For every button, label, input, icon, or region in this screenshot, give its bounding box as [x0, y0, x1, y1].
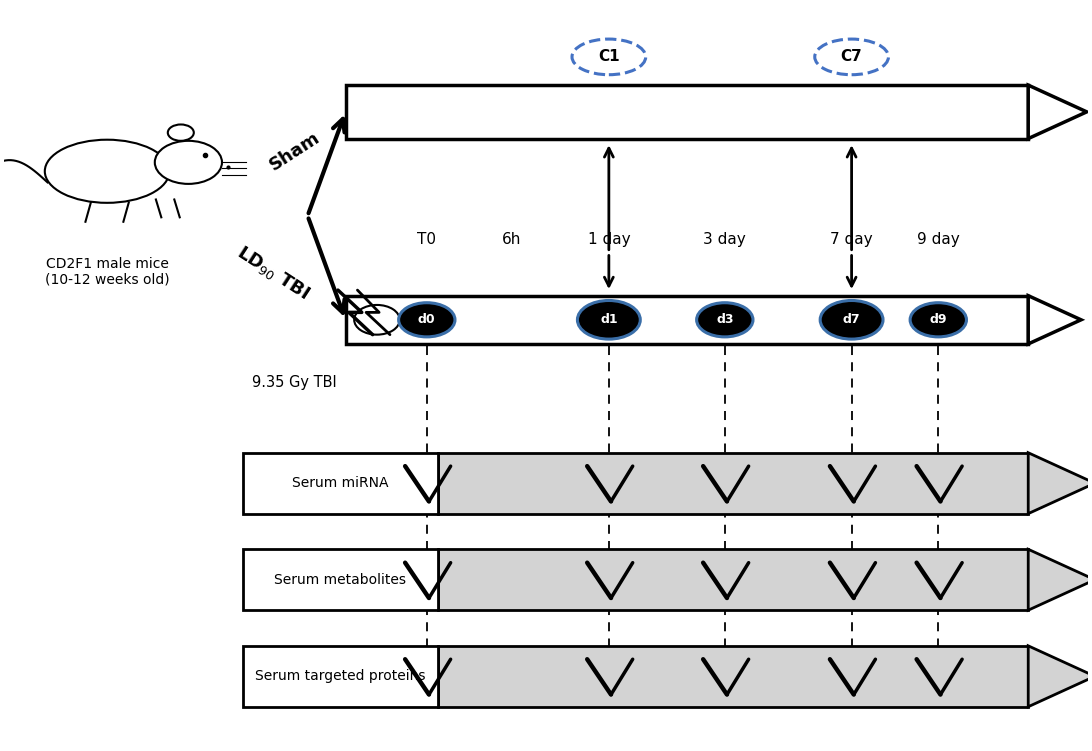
Bar [438, 453, 1029, 514]
Polygon shape [1029, 549, 1092, 610]
Ellipse shape [578, 300, 640, 339]
Ellipse shape [168, 125, 193, 141]
Text: LD$_{90}$ TBI: LD$_{90}$ TBI [233, 242, 313, 304]
Ellipse shape [399, 303, 455, 337]
Text: 9 day: 9 day [917, 232, 960, 247]
Ellipse shape [354, 305, 400, 335]
Text: d0: d0 [418, 313, 436, 326]
Text: 6h: 6h [501, 232, 521, 247]
Text: 9.35 Gy TBI: 9.35 Gy TBI [252, 376, 337, 391]
Bar [242, 453, 438, 514]
Text: d3: d3 [716, 313, 734, 326]
Bar [438, 646, 1029, 707]
Ellipse shape [910, 303, 966, 337]
Polygon shape [1029, 646, 1092, 707]
Text: Serum targeted proteins: Serum targeted proteins [254, 669, 426, 683]
Bar [242, 646, 438, 707]
Text: d1: d1 [600, 313, 618, 326]
Ellipse shape [155, 141, 222, 184]
Text: Serum metabolites: Serum metabolites [274, 573, 406, 587]
Bar [438, 549, 1029, 610]
Text: 1 day: 1 day [587, 232, 630, 247]
Ellipse shape [815, 39, 889, 74]
Bar [345, 296, 1029, 344]
Text: C7: C7 [841, 50, 863, 65]
Polygon shape [1029, 453, 1092, 514]
Text: Sham: Sham [266, 128, 323, 174]
Ellipse shape [820, 300, 883, 339]
Text: d9: d9 [929, 313, 947, 326]
Text: T0: T0 [417, 232, 437, 247]
Text: Serum miRNA: Serum miRNA [292, 476, 389, 490]
Text: CD2F1 male mice
(10-12 weeks old): CD2F1 male mice (10-12 weeks old) [45, 257, 169, 287]
Text: 7 day: 7 day [830, 232, 873, 247]
Bar [242, 549, 438, 610]
Text: C1: C1 [598, 50, 619, 65]
Text: 3 day: 3 day [703, 232, 746, 247]
Ellipse shape [697, 303, 753, 337]
Ellipse shape [45, 140, 169, 203]
Bar [345, 85, 1029, 139]
Polygon shape [1029, 296, 1081, 344]
Polygon shape [1029, 85, 1087, 139]
Ellipse shape [572, 39, 645, 74]
Text: d7: d7 [843, 313, 860, 326]
